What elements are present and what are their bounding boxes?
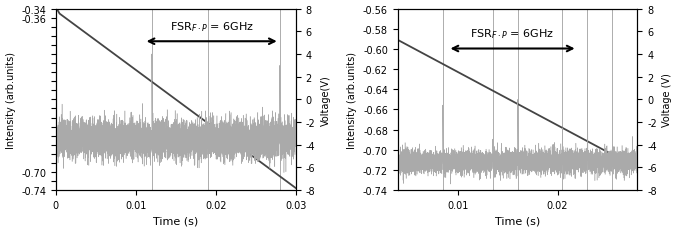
Y-axis label: Voltage(V): Voltage(V)	[321, 75, 331, 125]
X-axis label: Time (s): Time (s)	[495, 216, 540, 225]
Text: $\mathrm{FSR}_{F \cdot P}$ = 6GHz: $\mathrm{FSR}_{F \cdot P}$ = 6GHz	[170, 20, 254, 34]
Y-axis label: Voltage (V): Voltage (V)	[662, 73, 673, 127]
Y-axis label: Intensity (arb.units): Intensity (arb.units)	[347, 52, 357, 148]
Y-axis label: Intensity (arb.units): Intensity (arb.units)	[5, 52, 16, 148]
Text: $\mathrm{FSR}_{F \cdot P}$ = 6GHz: $\mathrm{FSR}_{F \cdot P}$ = 6GHz	[471, 27, 555, 41]
X-axis label: Time (s): Time (s)	[153, 216, 199, 225]
